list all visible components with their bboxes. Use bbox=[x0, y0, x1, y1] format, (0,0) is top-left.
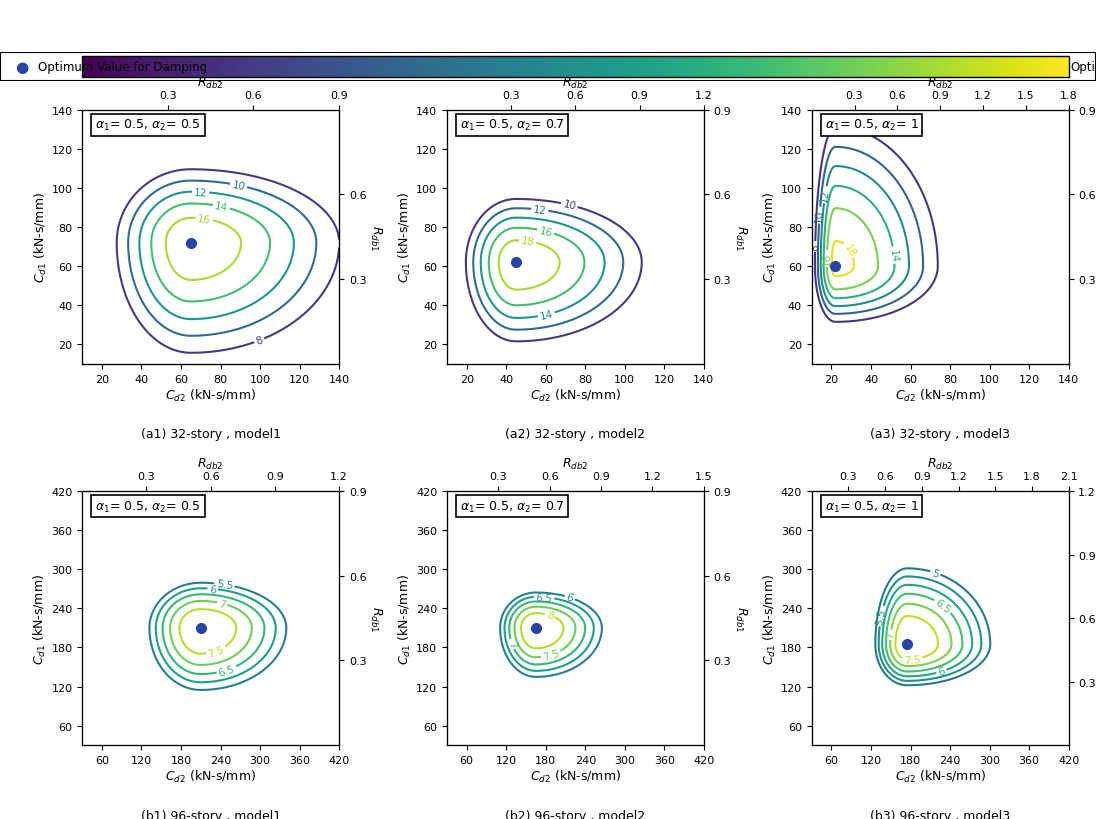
X-axis label: $R_{db2}$: $R_{db2}$ bbox=[197, 456, 224, 472]
Text: 12: 12 bbox=[533, 205, 547, 216]
Text: (b3) 96-story , model3: (b3) 96-story , model3 bbox=[870, 808, 1011, 819]
Y-axis label: $C_{d1}$ (kN-s/mm): $C_{d1}$ (kN-s/mm) bbox=[397, 192, 413, 283]
X-axis label: $R_{db2}$: $R_{db2}$ bbox=[562, 456, 589, 472]
X-axis label: $R_{db2}$: $R_{db2}$ bbox=[562, 75, 589, 91]
Text: $\alpha_1$= 0.5, $\alpha_2$= 0.5: $\alpha_1$= 0.5, $\alpha_2$= 0.5 bbox=[95, 118, 201, 133]
Text: (a3) 32-story , model3: (a3) 32-story , model3 bbox=[870, 428, 1011, 441]
Text: 16: 16 bbox=[822, 252, 832, 266]
Text: $\alpha_1$= 0.5, $\alpha_2$= 0.7: $\alpha_1$= 0.5, $\alpha_2$= 0.7 bbox=[460, 499, 564, 514]
Y-axis label: $C_{d1}$ (kN-s/mm): $C_{d1}$ (kN-s/mm) bbox=[33, 572, 48, 664]
Text: 6: 6 bbox=[209, 584, 217, 595]
Text: $\alpha_1$= 0.5, $\alpha_2$= 0.7: $\alpha_1$= 0.5, $\alpha_2$= 0.7 bbox=[460, 118, 564, 133]
Y-axis label: $C_{d1}$ (kN-s/mm): $C_{d1}$ (kN-s/mm) bbox=[762, 192, 778, 283]
X-axis label: $C_{d2}$ (kN-s/mm): $C_{d2}$ (kN-s/mm) bbox=[529, 767, 621, 784]
Text: 7.5: 7.5 bbox=[904, 654, 921, 665]
X-axis label: $C_{d2}$ (kN-s/mm): $C_{d2}$ (kN-s/mm) bbox=[894, 767, 985, 784]
Text: Optimum Value for Damping: Optimum Value for Damping bbox=[38, 61, 207, 74]
X-axis label: $R_{db2}$: $R_{db2}$ bbox=[927, 456, 954, 472]
Text: 10: 10 bbox=[562, 199, 576, 212]
Text: 7: 7 bbox=[218, 598, 227, 609]
Text: $\alpha_1$= 0.5, $\alpha_2$= 1: $\alpha_1$= 0.5, $\alpha_2$= 1 bbox=[824, 499, 918, 514]
X-axis label: $C_{d2}$ (kN-s/mm): $C_{d2}$ (kN-s/mm) bbox=[529, 387, 621, 403]
Text: (b1) 96-story , model1: (b1) 96-story , model1 bbox=[140, 808, 281, 819]
X-axis label: $R_{db2}$: $R_{db2}$ bbox=[197, 75, 224, 91]
Text: 6.5: 6.5 bbox=[934, 597, 952, 615]
Text: 7: 7 bbox=[506, 640, 517, 649]
Y-axis label: $R_{db1}$: $R_{db1}$ bbox=[368, 224, 384, 251]
Text: 6: 6 bbox=[937, 666, 946, 677]
Text: 7.5: 7.5 bbox=[207, 644, 226, 658]
Text: 10: 10 bbox=[814, 209, 825, 223]
Text: 5: 5 bbox=[931, 568, 940, 579]
Text: 14: 14 bbox=[214, 201, 229, 214]
Text: 12: 12 bbox=[194, 188, 207, 198]
Y-axis label: $R_{db1}$: $R_{db1}$ bbox=[733, 224, 747, 251]
Text: 5.5: 5.5 bbox=[216, 578, 233, 591]
X-axis label: $C_{d2}$ (kN-s/mm): $C_{d2}$ (kN-s/mm) bbox=[165, 767, 256, 784]
Y-axis label: $R_{db1}$: $R_{db1}$ bbox=[733, 605, 747, 631]
X-axis label: $C_{d2}$ (kN-s/mm): $C_{d2}$ (kN-s/mm) bbox=[165, 387, 256, 403]
Y-axis label: $R_{db1}$: $R_{db1}$ bbox=[368, 605, 384, 631]
Text: ●: ● bbox=[15, 60, 28, 75]
Y-axis label: $C_{d1}$ (kN-s/mm): $C_{d1}$ (kN-s/mm) bbox=[33, 192, 48, 283]
Text: Optimal: Optimal bbox=[1071, 61, 1096, 74]
Text: 14: 14 bbox=[539, 309, 553, 322]
Text: 16: 16 bbox=[197, 214, 212, 225]
Text: 8: 8 bbox=[546, 609, 555, 622]
Text: 7: 7 bbox=[886, 631, 897, 639]
Text: (a2) 32-story , model2: (a2) 32-story , model2 bbox=[505, 428, 646, 441]
Y-axis label: $C_{d1}$ (kN-s/mm): $C_{d1}$ (kN-s/mm) bbox=[762, 572, 778, 664]
Text: $\alpha_1$= 0.5, $\alpha_2$= 1: $\alpha_1$= 0.5, $\alpha_2$= 1 bbox=[824, 118, 918, 133]
Text: 6.5: 6.5 bbox=[535, 592, 552, 603]
Text: 6.5: 6.5 bbox=[217, 663, 236, 677]
Text: (a1) 32-story , model1: (a1) 32-story , model1 bbox=[140, 428, 281, 441]
Text: 16: 16 bbox=[538, 225, 553, 238]
Text: 10: 10 bbox=[231, 180, 246, 192]
Text: 6: 6 bbox=[566, 592, 574, 604]
Text: $\alpha_1$= 0.5, $\alpha_2$= 0.5: $\alpha_1$= 0.5, $\alpha_2$= 0.5 bbox=[95, 499, 201, 514]
Text: 8: 8 bbox=[810, 244, 820, 251]
Y-axis label: $C_{d1}$ (kN-s/mm): $C_{d1}$ (kN-s/mm) bbox=[397, 572, 413, 664]
Text: 18: 18 bbox=[842, 242, 857, 259]
Text: 7.5: 7.5 bbox=[541, 648, 560, 663]
Text: 8: 8 bbox=[254, 335, 264, 346]
Text: 12: 12 bbox=[819, 188, 831, 203]
X-axis label: $C_{d2}$ (kN-s/mm): $C_{d2}$ (kN-s/mm) bbox=[894, 387, 985, 403]
Text: 5.5: 5.5 bbox=[875, 607, 888, 626]
X-axis label: $R_{db2}$: $R_{db2}$ bbox=[927, 75, 954, 91]
Text: 14: 14 bbox=[888, 249, 900, 263]
Text: 18: 18 bbox=[521, 236, 535, 247]
Text: (b2) 96-story , model2: (b2) 96-story , model2 bbox=[505, 808, 646, 819]
